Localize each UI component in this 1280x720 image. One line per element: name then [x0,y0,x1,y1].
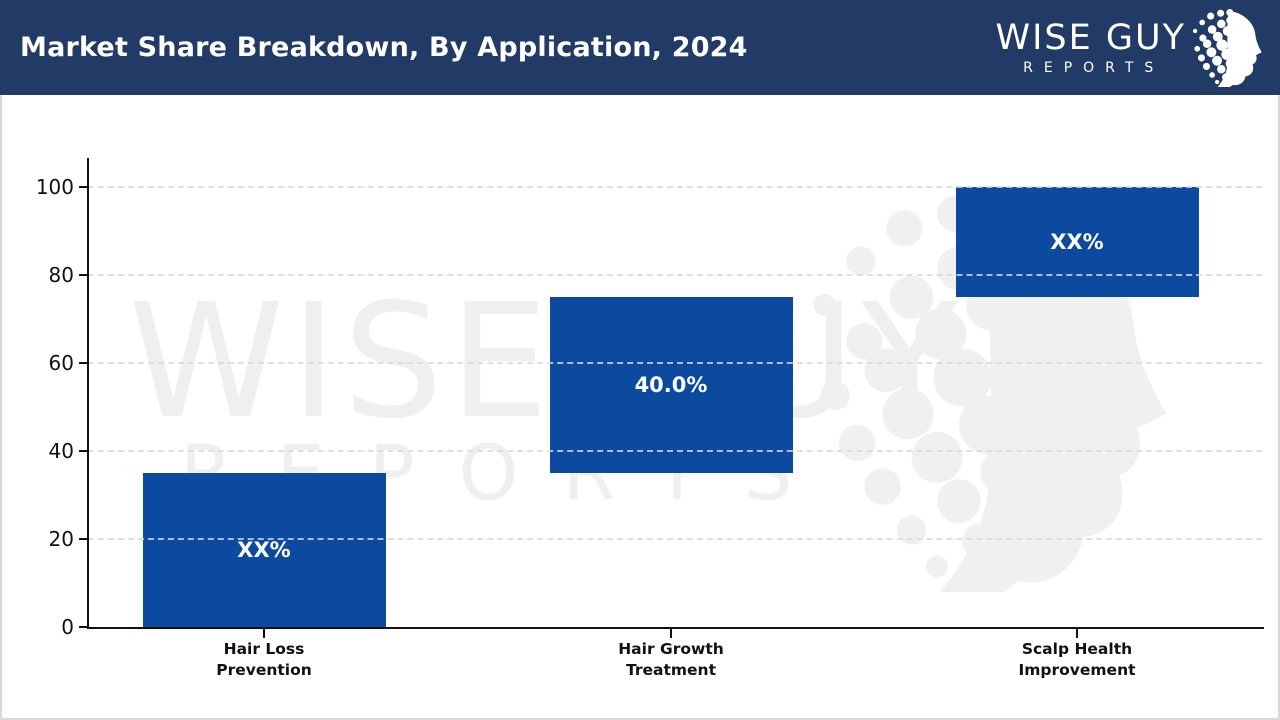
gridline [88,186,1262,188]
y-tick-label: 40 [48,439,74,463]
y-tick-label: 100 [35,175,74,199]
gridline [88,274,1262,276]
y-tick-label: 20 [48,527,74,551]
gridline [88,450,1262,452]
y-tick-mark [79,626,88,628]
x-axis-label: Scalp Health Improvement [1018,640,1136,679]
x-tick-mark [263,629,265,638]
header-bar: Market Share Breakdown, By Application, … [0,0,1280,95]
x-tick-mark [670,629,672,638]
x-axis-label: Hair Loss Prevention [216,640,312,679]
bar-segment [142,473,386,627]
y-tick-mark [79,186,88,188]
bar-segment [549,297,793,473]
brand-wordmark-text: WISE GUY [995,17,1186,58]
page-title: Market Share Breakdown, By Application, … [20,32,748,63]
bar-value-label: 40.0% [634,373,708,397]
bar-segment [955,187,1199,297]
brand-wordmark: WISE GUY REPORTS [995,17,1186,76]
gridline [88,362,1262,364]
y-tick-label: 60 [48,351,74,375]
bar-value-label: XX% [237,538,291,562]
y-tick-mark [79,362,88,364]
x-tick-mark [1076,629,1078,638]
y-axis-spine [87,158,89,629]
gridline [88,538,1262,540]
brand-logo: WISE GUY REPORTS [995,0,1266,95]
y-tick-mark [79,538,88,540]
y-tick-mark [79,274,88,276]
x-axis-label: Hair Growth Treatment [618,640,724,679]
y-tick-label: 80 [48,263,74,287]
bar-value-label: XX% [1050,230,1104,254]
brand-reports-text: REPORTS [1023,59,1165,76]
y-tick-label: 0 [61,615,74,639]
x-axis-spine [87,627,1264,629]
y-tick-mark [79,450,88,452]
brand-head-icon [1188,6,1266,90]
